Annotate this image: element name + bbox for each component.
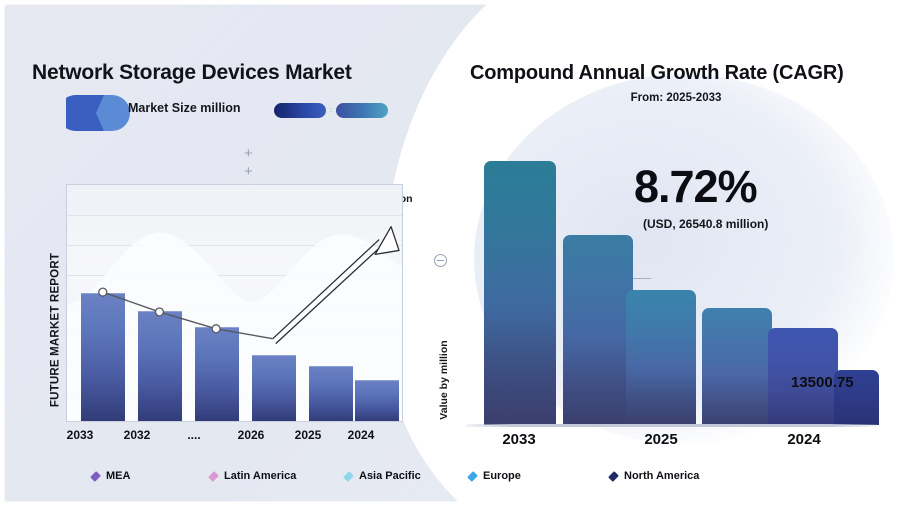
- y-axis-label-left: FUTURE MARKET REPORT: [49, 252, 62, 408]
- legend-item-europe[interactable]: Europe: [467, 470, 610, 482]
- plus-decor-icon-1: +: [244, 145, 253, 162]
- hexagon-logo-icon: [66, 95, 130, 131]
- legend-label: North America: [624, 470, 700, 482]
- gridline: [67, 245, 402, 246]
- gridline: [67, 215, 402, 216]
- legend-label: Latin America: [224, 470, 297, 482]
- right-panel-title: Compound Annual Growth Rate (CAGR): [470, 62, 844, 84]
- bar-2024-primary: [768, 328, 838, 425]
- legend-label: Asia Pacific: [359, 470, 421, 482]
- legend-pill-separator: :: [330, 107, 332, 114]
- legend-item-north-america[interactable]: North America: [608, 470, 700, 482]
- x-tick-dots: ....: [187, 428, 201, 442]
- bar-2033-secondary: [563, 235, 633, 425]
- gridline: [67, 275, 402, 276]
- market-size-legend-label: Market Size million: [128, 101, 241, 115]
- legend-swatch-icon: [90, 470, 101, 482]
- legend-item-mea[interactable]: MEA: [90, 470, 210, 482]
- circle-minus-icon: [434, 254, 447, 267]
- legend-pill-light: [335, 103, 388, 118]
- legend-swatch-icon: [608, 470, 619, 482]
- legend-swatch-icon: [343, 470, 354, 482]
- right-chart-bars: [466, 154, 879, 425]
- legend-label: MEA: [106, 470, 131, 482]
- legend-swatch-icon: [467, 470, 478, 482]
- right-x-tick-2033: 2033: [502, 431, 536, 448]
- trend-line-overlay: [98, 226, 400, 345]
- legend-swatch-icon: [208, 470, 219, 482]
- bar-2033-primary: [484, 161, 556, 425]
- bar-2024: [355, 380, 399, 421]
- bar-2024-secondary: [834, 370, 879, 425]
- left-chart-plot-area: [66, 184, 403, 422]
- chart-legend: MEA Latin America Asia Pacific Europe No…: [90, 470, 700, 482]
- right-x-tick-2024: 2024: [787, 431, 821, 448]
- plus-decor-icon-2: +: [244, 163, 253, 180]
- y-axis-label-right: Value by million: [438, 340, 450, 420]
- bar-2025-primary: [626, 290, 696, 425]
- legend-item-latin-america[interactable]: Latin America: [208, 470, 345, 482]
- cagr-subvalue: (USD, 26540.8 million): [643, 217, 769, 231]
- legend-item-asia-pacific[interactable]: Asia Pacific: [343, 470, 469, 482]
- right-x-tick-2025: 2025: [644, 431, 678, 448]
- bar-2026: [252, 355, 296, 421]
- x-tick-2032: 2032: [123, 428, 151, 442]
- legend-pill-dark: [274, 103, 326, 118]
- background-panel: Network Storage Devices Market Market Si…: [4, 4, 896, 502]
- left-panel-title: Network Storage Devices Market: [32, 61, 352, 84]
- left-chart-bars: [67, 185, 402, 421]
- callout-value-13500: 13500.75: [791, 374, 854, 391]
- bar-2032: [138, 311, 182, 421]
- x-tick-2025: 2025: [294, 428, 322, 442]
- x-tick-2033: 2033: [66, 428, 94, 442]
- x-tick-2026: 2026: [237, 428, 265, 442]
- bar-2025: [309, 366, 353, 421]
- legend-label: Europe: [483, 470, 521, 482]
- x-tick-2024: 2024: [347, 428, 375, 442]
- cagr-value: 8.72%: [634, 161, 758, 212]
- right-chart-baseline: [466, 424, 878, 427]
- right-panel-subtitle: From: 2025-2033: [630, 92, 722, 104]
- bar-2033: [81, 293, 125, 421]
- legend-pills: :: [274, 103, 388, 118]
- bar-2025-secondary: [702, 308, 772, 425]
